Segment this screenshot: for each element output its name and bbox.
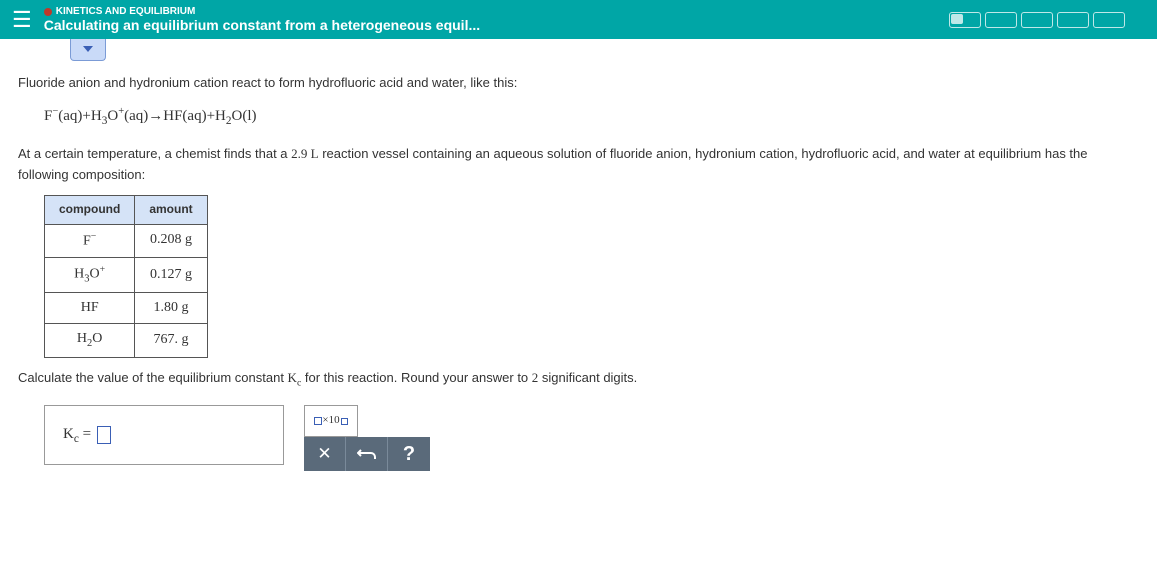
amount-cell: 767. g xyxy=(135,324,207,358)
mantissa-slot-icon xyxy=(314,417,322,425)
progress-box xyxy=(1057,12,1089,28)
answer-area: Kc = ×10 ✕ ? xyxy=(44,405,1139,471)
amount-cell: 0.208 g xyxy=(135,224,207,257)
x-icon: ✕ xyxy=(317,444,331,464)
amount-cell: 1.80 g xyxy=(135,292,207,323)
table-header: amount xyxy=(135,196,207,224)
progress-box xyxy=(985,12,1017,28)
table-header-row: compound amount xyxy=(45,196,208,224)
category-label: KINETICS AND EQUILIBRIUM xyxy=(56,6,196,17)
header-title: Calculating an equilibrium constant from… xyxy=(44,17,937,33)
compound-cell: HF xyxy=(45,292,135,323)
table-header: compound xyxy=(45,196,135,224)
header-category: KINETICS AND EQUILIBRIUM xyxy=(44,6,937,17)
setup-text: At a certain temperature, a chemist find… xyxy=(18,144,1139,186)
compound-cell: H2O xyxy=(45,324,135,358)
answer-input-slot[interactable] xyxy=(97,426,111,444)
scientific-notation-button[interactable]: ×10 xyxy=(304,405,358,437)
compound-cell: F− xyxy=(45,224,135,257)
toolbar-dropdown-button[interactable] xyxy=(70,37,106,61)
table-row: H3O+0.127 g xyxy=(45,257,208,292)
question-text: Calculate the value of the equilibrium c… xyxy=(18,368,1139,391)
progress-indicator xyxy=(949,12,1125,28)
intro-text: Fluoride anion and hydronium cation reac… xyxy=(18,73,1139,94)
chemical-equation: F−(aq)+H3O+(aq)→HF(aq)+H2O(l) xyxy=(44,104,1139,130)
table-row: HF1.80 g xyxy=(45,292,208,323)
help-button[interactable]: ? xyxy=(388,437,430,471)
amount-cell: 0.127 g xyxy=(135,257,207,292)
tool-row: ✕ ? xyxy=(304,437,430,471)
chevron-down-icon xyxy=(83,46,93,52)
composition-table: compound amount F−0.208 gH3O+0.127 gHF1.… xyxy=(44,195,208,357)
undo-button[interactable] xyxy=(346,437,388,471)
exponent-slot-icon xyxy=(341,418,348,425)
table-row: F−0.208 g xyxy=(45,224,208,257)
question-icon: ? xyxy=(403,443,415,466)
answer-input-box[interactable]: Kc = xyxy=(44,405,284,465)
header-text: KINETICS AND EQUILIBRIUM Calculating an … xyxy=(44,6,937,33)
tool-palette: ×10 ✕ ? xyxy=(304,405,430,471)
header-bar: ☰ KINETICS AND EQUILIBRIUM Calculating a… xyxy=(0,0,1157,39)
clear-button[interactable]: ✕ xyxy=(304,437,346,471)
menu-icon[interactable]: ☰ xyxy=(12,9,32,31)
progress-box xyxy=(1021,12,1053,28)
table-row: H2O767. g xyxy=(45,324,208,358)
progress-box xyxy=(949,12,981,28)
category-dot-icon xyxy=(44,8,52,16)
sci-times-label: ×10 xyxy=(322,412,339,430)
problem-content: Fluoride anion and hydronium cation reac… xyxy=(0,61,1157,483)
progress-box xyxy=(1093,12,1125,28)
dropdown-indicator xyxy=(70,37,1157,61)
compound-cell: H3O+ xyxy=(45,257,135,292)
undo-icon xyxy=(357,448,377,460)
